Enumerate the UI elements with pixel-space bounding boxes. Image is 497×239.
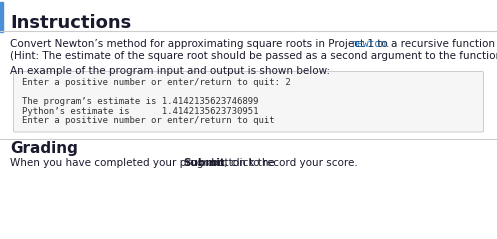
- Text: Enter a positive number or enter/return to quit: 2: Enter a positive number or enter/return …: [22, 78, 291, 87]
- Text: Submit: Submit: [183, 158, 225, 168]
- FancyBboxPatch shape: [13, 71, 484, 132]
- Bar: [0, 2, 3, 32]
- Text: .: .: [386, 39, 389, 49]
- Text: (Hint: The estimate of the square root should be passed as a second argument to : (Hint: The estimate of the square root s…: [10, 51, 497, 61]
- Text: An example of the program input and output is shown below:: An example of the program input and outp…: [10, 66, 330, 76]
- Text: Python’s estimate is      1.4142135623730951: Python’s estimate is 1.4142135623730951: [22, 107, 258, 115]
- Text: Enter a positive number or enter/return to quit: Enter a positive number or enter/return …: [22, 116, 275, 125]
- Text: button to record your score.: button to record your score.: [208, 158, 357, 168]
- Text: Grading: Grading: [10, 141, 78, 157]
- Text: Instructions: Instructions: [10, 14, 131, 32]
- Text: When you have completed your program, click the: When you have completed your program, cl…: [10, 158, 278, 168]
- Text: Convert Newton’s method for approximating square roots in Project 1 to a recursi: Convert Newton’s method for approximatin…: [10, 39, 497, 49]
- Text: newton: newton: [351, 39, 387, 49]
- Text: The program’s estimate is 1.4142135623746899: The program’s estimate is 1.414213562374…: [22, 97, 258, 106]
